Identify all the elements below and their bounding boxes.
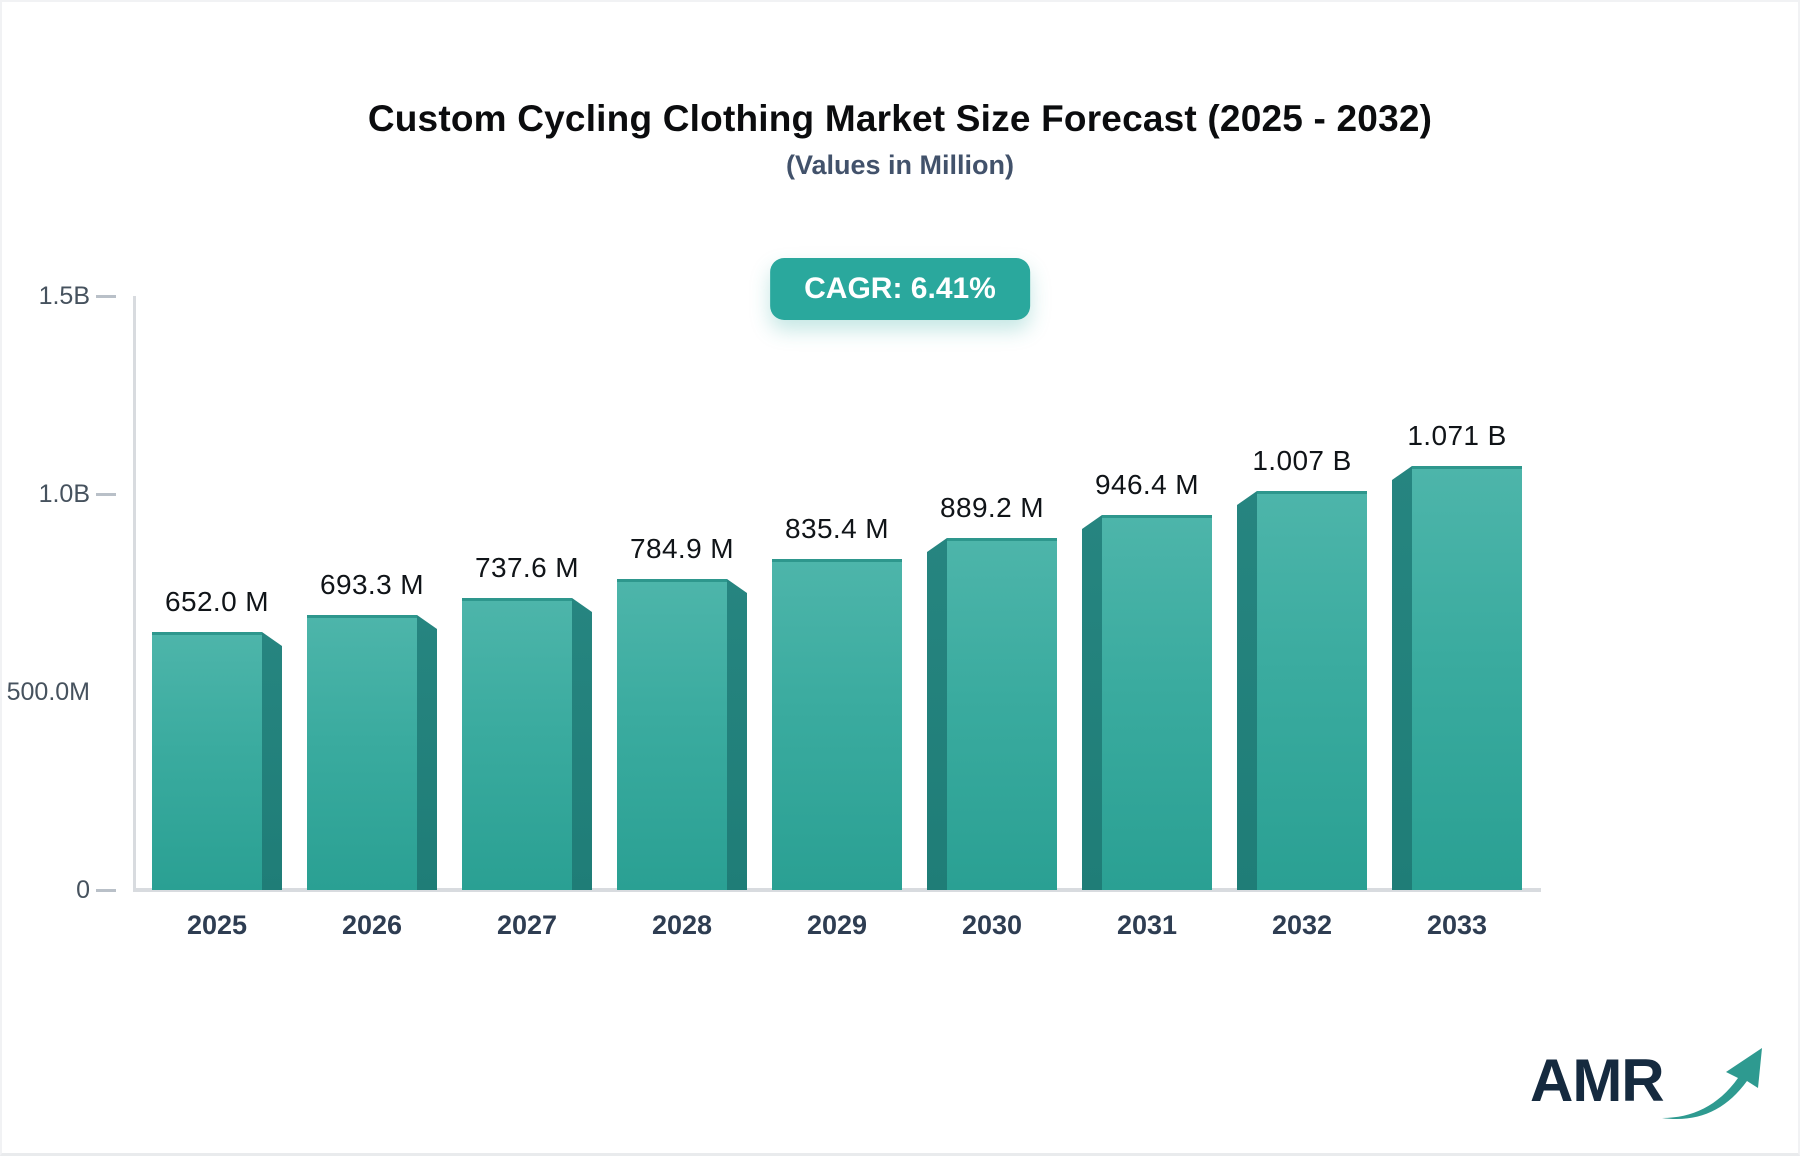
- bar-value-label-2033: 1.071 B: [1407, 420, 1507, 451]
- x-axis-label-2025: 2025: [186, 910, 248, 940]
- bar-front-2025: [152, 632, 262, 890]
- x-axis-label-2028: 2028: [651, 910, 713, 940]
- bar-front-2032: [1257, 491, 1367, 890]
- bar-2029: [772, 559, 902, 890]
- bar-side-2031: [1082, 515, 1102, 890]
- x-axis-label-2029: 2029: [806, 910, 868, 940]
- x-axis-label-2031: 2031: [1116, 910, 1178, 940]
- y-tick-label-0: 0: [76, 876, 90, 904]
- bar-value-label-2029: 835.4 M: [785, 513, 889, 544]
- bar-front-2033: [1412, 466, 1522, 890]
- y-tick-dash-1.5B: [96, 295, 116, 298]
- y-tick-label-500.0M: 500.0M: [6, 678, 90, 706]
- chart-title: Custom Cycling Clothing Market Size Fore…: [367, 98, 1433, 139]
- bar-2030: [927, 538, 1057, 890]
- bar-value-label-2032: 1.007 B: [1252, 445, 1352, 476]
- bar-side-2032: [1237, 491, 1257, 890]
- bar-2025: [152, 632, 282, 890]
- amr-logo-text: AMR: [1530, 1047, 1665, 1114]
- bar-value-label-2030: 889.2 M: [940, 492, 1044, 523]
- bar-2027: [462, 598, 592, 890]
- x-axis-label-2027: 2027: [496, 910, 558, 940]
- y-tick-dash-0: [96, 889, 116, 892]
- bar-2031: [1082, 515, 1212, 890]
- y-tick-label-1.5B: 1.5B: [38, 282, 90, 310]
- chart-subtitle: (Values in Million): [785, 150, 1015, 180]
- bar-2033: [1392, 466, 1522, 890]
- amr-logo: AMR: [1530, 1038, 1762, 1130]
- bar-front-2030: [947, 538, 1057, 890]
- x-axis-line: [133, 888, 1541, 892]
- x-axis-label-2030: 2030: [961, 910, 1023, 940]
- bar-value-label-2028: 784.9 M: [630, 533, 734, 564]
- bar-value-label-2031: 946.4 M: [1095, 469, 1199, 500]
- bar-value-label-2026: 693.3 M: [320, 569, 424, 600]
- y-tick-label-1.0B: 1.0B: [38, 480, 90, 508]
- y-axis-line: [133, 296, 136, 892]
- bar-side-2025: [262, 632, 282, 890]
- growth-arrow-icon: [1662, 1048, 1762, 1120]
- bar-side-2027: [572, 598, 592, 890]
- bar-front-2031: [1102, 515, 1212, 890]
- bar-front-2026: [307, 615, 417, 890]
- bar-side-2030: [927, 538, 947, 890]
- cagr-badge: CAGR: 6.41%: [770, 258, 1030, 320]
- x-axis-label-2026: 2026: [341, 910, 403, 940]
- x-axis-label-2033: 2033: [1426, 910, 1488, 940]
- y-tick-dash-1.0B: [96, 493, 116, 496]
- bar-front-2028: [617, 579, 727, 890]
- bar-side-2026: [417, 615, 437, 890]
- bar-value-label-2025: 652.0 M: [165, 586, 269, 617]
- bar-value-label-2027: 737.6 M: [475, 552, 579, 583]
- bar-side-2033: [1392, 466, 1412, 890]
- x-axis-label-2032: 2032: [1271, 910, 1333, 940]
- bar-2028: [617, 579, 747, 890]
- bar-front-2027: [462, 598, 572, 890]
- bar-front-2029: [772, 559, 902, 890]
- bar-2032: [1237, 491, 1367, 890]
- bar-side-2028: [727, 579, 747, 890]
- bar-2026: [307, 615, 437, 890]
